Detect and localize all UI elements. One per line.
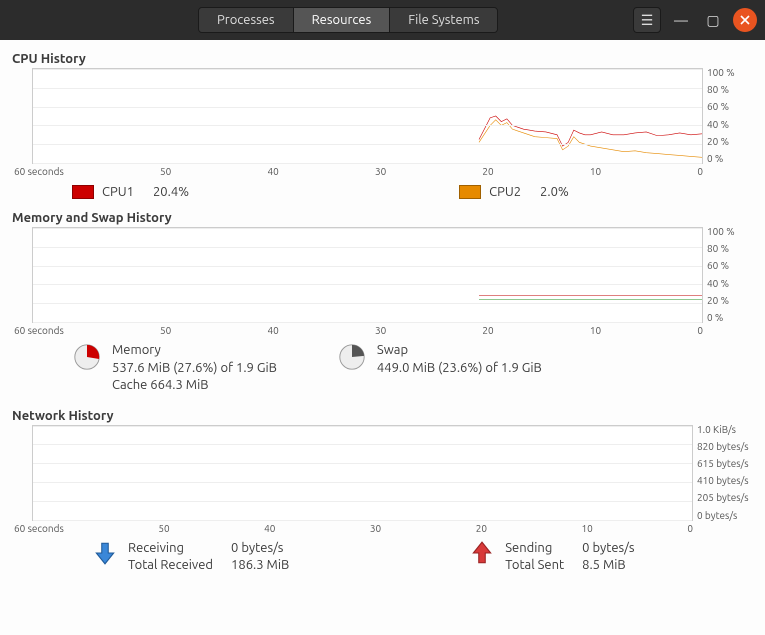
cpu1-value: 20.4% — [153, 185, 189, 199]
tab-filesystems[interactable]: File Systems — [390, 8, 497, 32]
tab-resources[interactable]: Resources — [294, 8, 391, 32]
cpu1-label: CPU1 — [102, 185, 134, 199]
memory-pie-icon — [72, 342, 102, 372]
minimize-button[interactable]: — — [669, 8, 693, 32]
hamburger-menu-icon[interactable]: ☰ — [633, 7, 661, 33]
cpu2-swatch — [459, 185, 481, 199]
cpu2-label: CPU2 — [489, 185, 521, 199]
cpu1-swatch — [72, 185, 94, 199]
maximize-button[interactable]: ▢ — [701, 8, 725, 32]
total-received-value: 186.3 MiB — [231, 557, 289, 575]
swap-label: Swap — [377, 342, 542, 360]
memory-cache-text: Cache 664.3 MiB — [112, 377, 277, 395]
network-y-axis: 1.0 KiB/s820 bytes/s615 bytes/s410 bytes… — [693, 425, 753, 521]
memory-info: Memory 537.6 MiB (27.6%) of 1.9 GiB Cach… — [72, 342, 277, 395]
memory-history-title: Memory and Swap History — [12, 211, 753, 225]
memory-chart — [32, 227, 703, 323]
network-history-title: Network History — [12, 409, 753, 423]
swap-info: Swap 449.0 MiB (23.6%) of 1.9 GiB — [337, 342, 542, 395]
cpu-chart — [32, 68, 703, 164]
network-receiving-info: Receiving 0 bytes/s Total Received 186.3… — [92, 540, 289, 575]
cpu-legend: CPU1 20.4% CPU2 2.0% — [72, 185, 753, 199]
network-sending-info: Sending 0 bytes/s Total Sent 8.5 MiB — [469, 540, 634, 575]
network-chart — [32, 425, 693, 521]
sending-label: Sending — [505, 540, 564, 558]
cpu2-value: 2.0% — [540, 185, 569, 199]
cpu-y-axis: 100 %80 %60 %40 %20 %0 % — [703, 68, 753, 164]
view-tabs: Processes Resources File Systems — [198, 7, 498, 33]
total-sent-value: 8.5 MiB — [582, 557, 634, 575]
cpu1-legend: CPU1 20.4% — [72, 185, 189, 199]
swap-usage-text: 449.0 MiB (23.6%) of 1.9 GiB — [377, 360, 542, 378]
cpu-history-title: CPU History — [12, 52, 753, 66]
download-arrow-icon — [92, 540, 118, 566]
total-sent-label: Total Sent — [505, 557, 564, 575]
sending-rate: 0 bytes/s — [582, 540, 634, 558]
cpu-x-axis: 60 seconds50403020100 — [32, 166, 703, 177]
memory-y-axis: 100 %80 %60 %40 %20 %0 % — [703, 227, 753, 323]
receiving-label: Receiving — [128, 540, 213, 558]
network-x-axis: 60 seconds50403020100 — [32, 523, 693, 534]
cpu2-legend: CPU2 2.0% — [459, 185, 569, 199]
titlebar: Processes Resources File Systems ☰ — ▢ — [0, 0, 765, 40]
receiving-rate: 0 bytes/s — [231, 540, 289, 558]
swap-pie-icon — [337, 342, 367, 372]
upload-arrow-icon — [469, 540, 495, 566]
memory-label: Memory — [112, 342, 277, 360]
total-received-label: Total Received — [128, 557, 213, 575]
memory-x-axis: 60 seconds50403020100 — [32, 325, 703, 336]
close-button[interactable] — [733, 8, 757, 32]
memory-usage-text: 537.6 MiB (27.6%) of 1.9 GiB — [112, 360, 277, 378]
tab-processes[interactable]: Processes — [199, 8, 294, 32]
